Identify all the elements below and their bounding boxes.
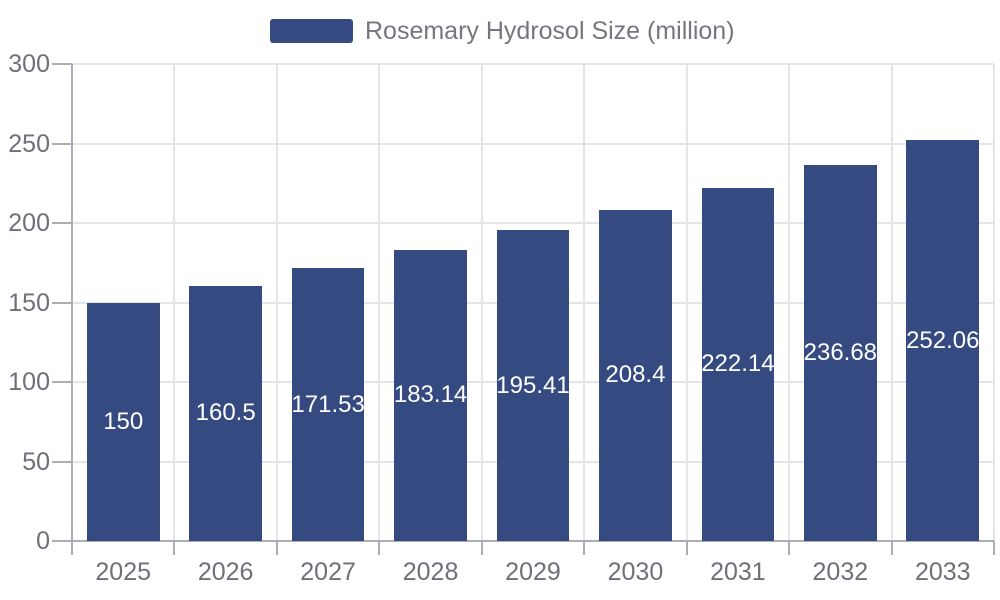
- y-axis-label: 150: [8, 288, 50, 317]
- x-axis-label: 2028: [402, 558, 459, 586]
- bar-value-label: 195.41: [496, 371, 570, 399]
- y-axis-tick: [52, 460, 72, 463]
- y-axis-label: 250: [8, 129, 50, 158]
- x-axis-label: 2030: [607, 558, 664, 586]
- bar-value-label: 252.06: [906, 326, 980, 354]
- x-axis-label: 2026: [197, 558, 254, 586]
- bar-2026[interactable]: 160.5: [189, 285, 263, 541]
- x-axis-line: [71, 540, 994, 542]
- bar-2030[interactable]: 208.4: [599, 209, 672, 541]
- bar-2025[interactable]: 150: [86, 302, 160, 541]
- y-axis-tick: [52, 540, 72, 542]
- legend-label: Rosemary Hydrosol Size (million): [365, 17, 735, 45]
- bar-value-label: 150: [103, 407, 144, 435]
- bar-2031[interactable]: 222.14: [701, 187, 775, 541]
- bar-value-label: 183.14: [393, 381, 468, 409]
- y-axis-line: [71, 64, 73, 541]
- x-axis-tick: [788, 541, 791, 555]
- x-axis-tick: [890, 541, 893, 555]
- y-axis-label: 300: [8, 50, 50, 78]
- bar-value-label: 160.5: [195, 399, 256, 427]
- x-axis-tick: [275, 541, 278, 555]
- bar-2027[interactable]: 171.53: [291, 268, 365, 541]
- y-axis-tick: [52, 381, 72, 383]
- x-axis-label: 2027: [300, 558, 356, 586]
- x-axis-label: 2029: [505, 558, 561, 586]
- gridline-vertical: [583, 64, 586, 541]
- x-axis-tick: [173, 541, 176, 555]
- x-axis-tick: [993, 541, 995, 555]
- x-axis-tick: [583, 541, 586, 555]
- y-axis-label: 0: [36, 527, 50, 555]
- x-axis-tick: [71, 541, 73, 555]
- x-axis-label: 2025: [95, 558, 152, 586]
- bar-2032[interactable]: 236.68: [803, 164, 878, 541]
- gridline-horizontal: [72, 63, 994, 65]
- gridline-vertical: [173, 64, 176, 541]
- gridline-vertical: [890, 64, 893, 541]
- x-axis-tick: [378, 541, 381, 555]
- y-axis-tick: [52, 142, 72, 145]
- bar-2028[interactable]: 183.14: [393, 249, 468, 541]
- gridline-vertical: [685, 64, 688, 541]
- x-axis-label: 2031: [710, 558, 766, 586]
- y-axis-tick: [52, 222, 72, 224]
- bar-2033[interactable]: 252.06: [906, 140, 979, 541]
- y-axis-label: 200: [8, 209, 50, 237]
- bar-2029[interactable]: 195.41: [496, 230, 570, 541]
- gridline-vertical: [788, 64, 791, 541]
- y-axis-label: 100: [8, 368, 50, 396]
- y-axis-tick: [52, 63, 72, 65]
- y-axis-tick: [52, 301, 72, 304]
- legend-swatch: [270, 19, 353, 43]
- x-axis-tick: [480, 541, 483, 555]
- gridline-vertical: [480, 64, 483, 541]
- gridline-vertical: [378, 64, 381, 541]
- bar-value-label: 208.4: [605, 361, 666, 389]
- gridline-horizontal: [72, 222, 994, 224]
- bar-value-label: 171.53: [291, 390, 365, 418]
- x-axis-label: 2033: [914, 558, 971, 586]
- bar-value-label: 236.68: [803, 338, 878, 366]
- x-axis-label: 2032: [812, 558, 869, 586]
- x-axis-tick: [685, 541, 688, 555]
- bar-value-label: 222.14: [701, 350, 775, 378]
- y-axis-label: 50: [22, 447, 50, 476]
- gridline-vertical: [275, 64, 278, 541]
- gridline-horizontal: [72, 142, 994, 145]
- legend[interactable]: Rosemary Hydrosol Size (million): [270, 17, 735, 45]
- gridline-vertical: [993, 64, 995, 541]
